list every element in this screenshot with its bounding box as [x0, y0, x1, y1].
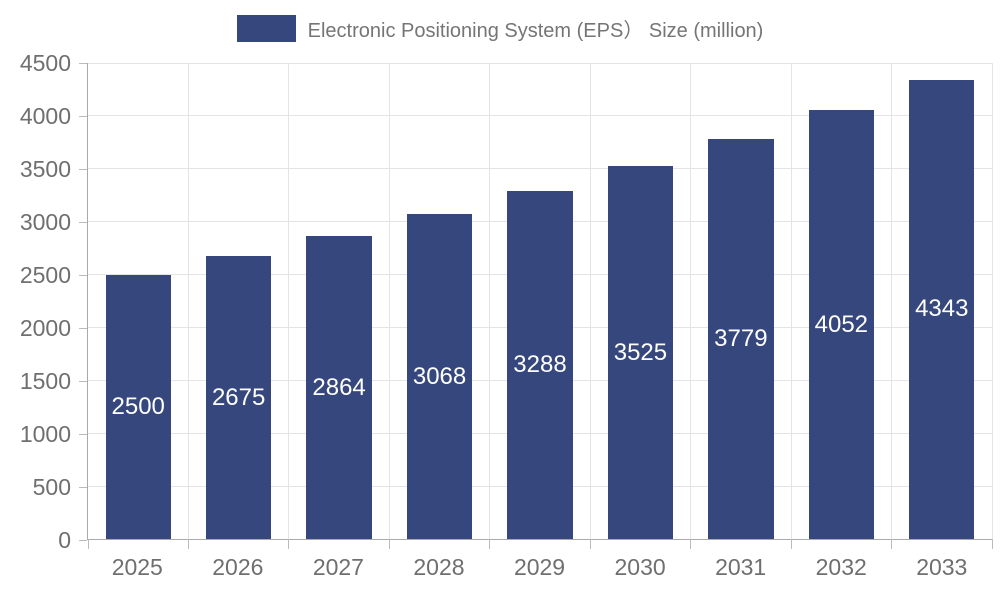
- gridline-vertical: [991, 63, 993, 539]
- gridline-horizontal: [88, 62, 992, 64]
- gridline-vertical: [891, 63, 893, 539]
- y-axis-tick-mark: [79, 486, 87, 488]
- bar-value-label: 2500: [111, 392, 165, 420]
- gridline-vertical: [388, 63, 390, 539]
- y-axis-tick-label: 1500: [19, 368, 71, 395]
- x-axis-tick-label: 2028: [413, 554, 465, 580]
- bar-value-label: 4052: [814, 310, 869, 338]
- bar-value-label: 2864: [312, 373, 366, 401]
- bar: 4052: [808, 110, 874, 539]
- x-axis-tick-label: 2025: [111, 554, 163, 580]
- y-axis-tick-label: 3500: [19, 156, 71, 182]
- y-axis-tick-mark: [79, 539, 87, 541]
- bar-value-label: 4343: [915, 295, 969, 323]
- gridline-vertical: [288, 63, 290, 539]
- x-axis-tick-mark: [87, 539, 89, 549]
- gridline-horizontal: [88, 115, 992, 117]
- x-axis-tick-mark: [187, 539, 189, 549]
- y-axis-tick-mark: [79, 433, 87, 435]
- bar-value-label: 3525: [613, 338, 668, 366]
- y-axis-tick-label: 4000: [19, 103, 71, 130]
- y-axis-tick-mark: [79, 380, 87, 382]
- x-axis-tick-label: 2032: [815, 554, 867, 580]
- legend[interactable]: Electronic Positioning System (EPS） Size…: [0, 14, 1000, 43]
- gridline-vertical: [690, 63, 692, 539]
- y-axis-tick-label: 3000: [19, 209, 71, 236]
- gridline-vertical: [489, 63, 491, 539]
- x-axis-tick-label: 2031: [715, 554, 767, 580]
- x-axis-tick-mark: [790, 539, 792, 549]
- x-axis-tick-mark: [288, 539, 290, 549]
- x-axis-tick-mark: [489, 539, 491, 549]
- x-axis-tick-mark: [891, 539, 893, 549]
- y-axis-tick-label: 2000: [19, 315, 71, 342]
- x-axis-labels: 2025 2026 2027 2028 2029 2030 2031 2032 2033: [87, 554, 992, 581]
- y-axis-tick-label: 500: [32, 474, 71, 501]
- bar: 2864: [306, 236, 372, 539]
- bar: 2500: [105, 274, 171, 539]
- bar: 2675: [206, 256, 272, 539]
- x-axis-tick-label: 2029: [513, 554, 566, 580]
- y-axis-tick-label: 2500: [19, 262, 71, 288]
- legend-label: Electronic Positioning System (EPS） Size…: [307, 20, 764, 42]
- gridline-vertical: [589, 63, 591, 539]
- bar: 4343: [909, 79, 975, 539]
- y-axis-tick-mark: [79, 221, 87, 223]
- x-axis-tick-mark: [388, 539, 390, 549]
- legend-swatch: [236, 15, 296, 42]
- x-axis-tick-label: 2027: [312, 554, 364, 580]
- x-axis-tick-mark: [589, 539, 591, 549]
- y-axis-tick-label: 4500: [19, 50, 71, 76]
- y-axis-tick-mark: [79, 274, 87, 276]
- y-axis-tick-label: 1000: [19, 421, 71, 448]
- plot-area: 2500 2675 2864 3068 3288 3525 3779 4052 4343: [87, 62, 993, 549]
- y-axis-tick-mark: [79, 62, 87, 64]
- x-axis-tick-label: 2033: [916, 554, 968, 580]
- y-axis-tick-mark: [79, 115, 87, 117]
- bar: 3288: [507, 191, 573, 539]
- x-axis-tick-label: 2030: [614, 554, 666, 580]
- gridline-vertical: [187, 63, 189, 539]
- bar-value-label: 3288: [513, 351, 567, 379]
- bar: 3525: [607, 166, 674, 539]
- y-axis-tick-mark: [79, 168, 87, 170]
- bar: 3779: [708, 139, 774, 539]
- bar-value-label: 3779: [714, 325, 768, 353]
- bar: 3068: [406, 214, 473, 539]
- x-axis-tick-label: 2026: [212, 554, 264, 580]
- y-axis: 0 500 1000 1500 2000 2500 3000 3500 4000 4500: [0, 51, 87, 552]
- gridline-vertical: [790, 63, 792, 539]
- bar-value-label: 3068: [412, 362, 467, 390]
- x-axis-tick-mark: [690, 539, 692, 549]
- gridline-horizontal: [88, 168, 992, 170]
- y-axis-tick-label: 0: [58, 527, 71, 553]
- x-axis-tick-mark: [991, 539, 993, 549]
- y-axis-tick-mark: [79, 327, 87, 329]
- bar-value-label: 2675: [211, 383, 266, 411]
